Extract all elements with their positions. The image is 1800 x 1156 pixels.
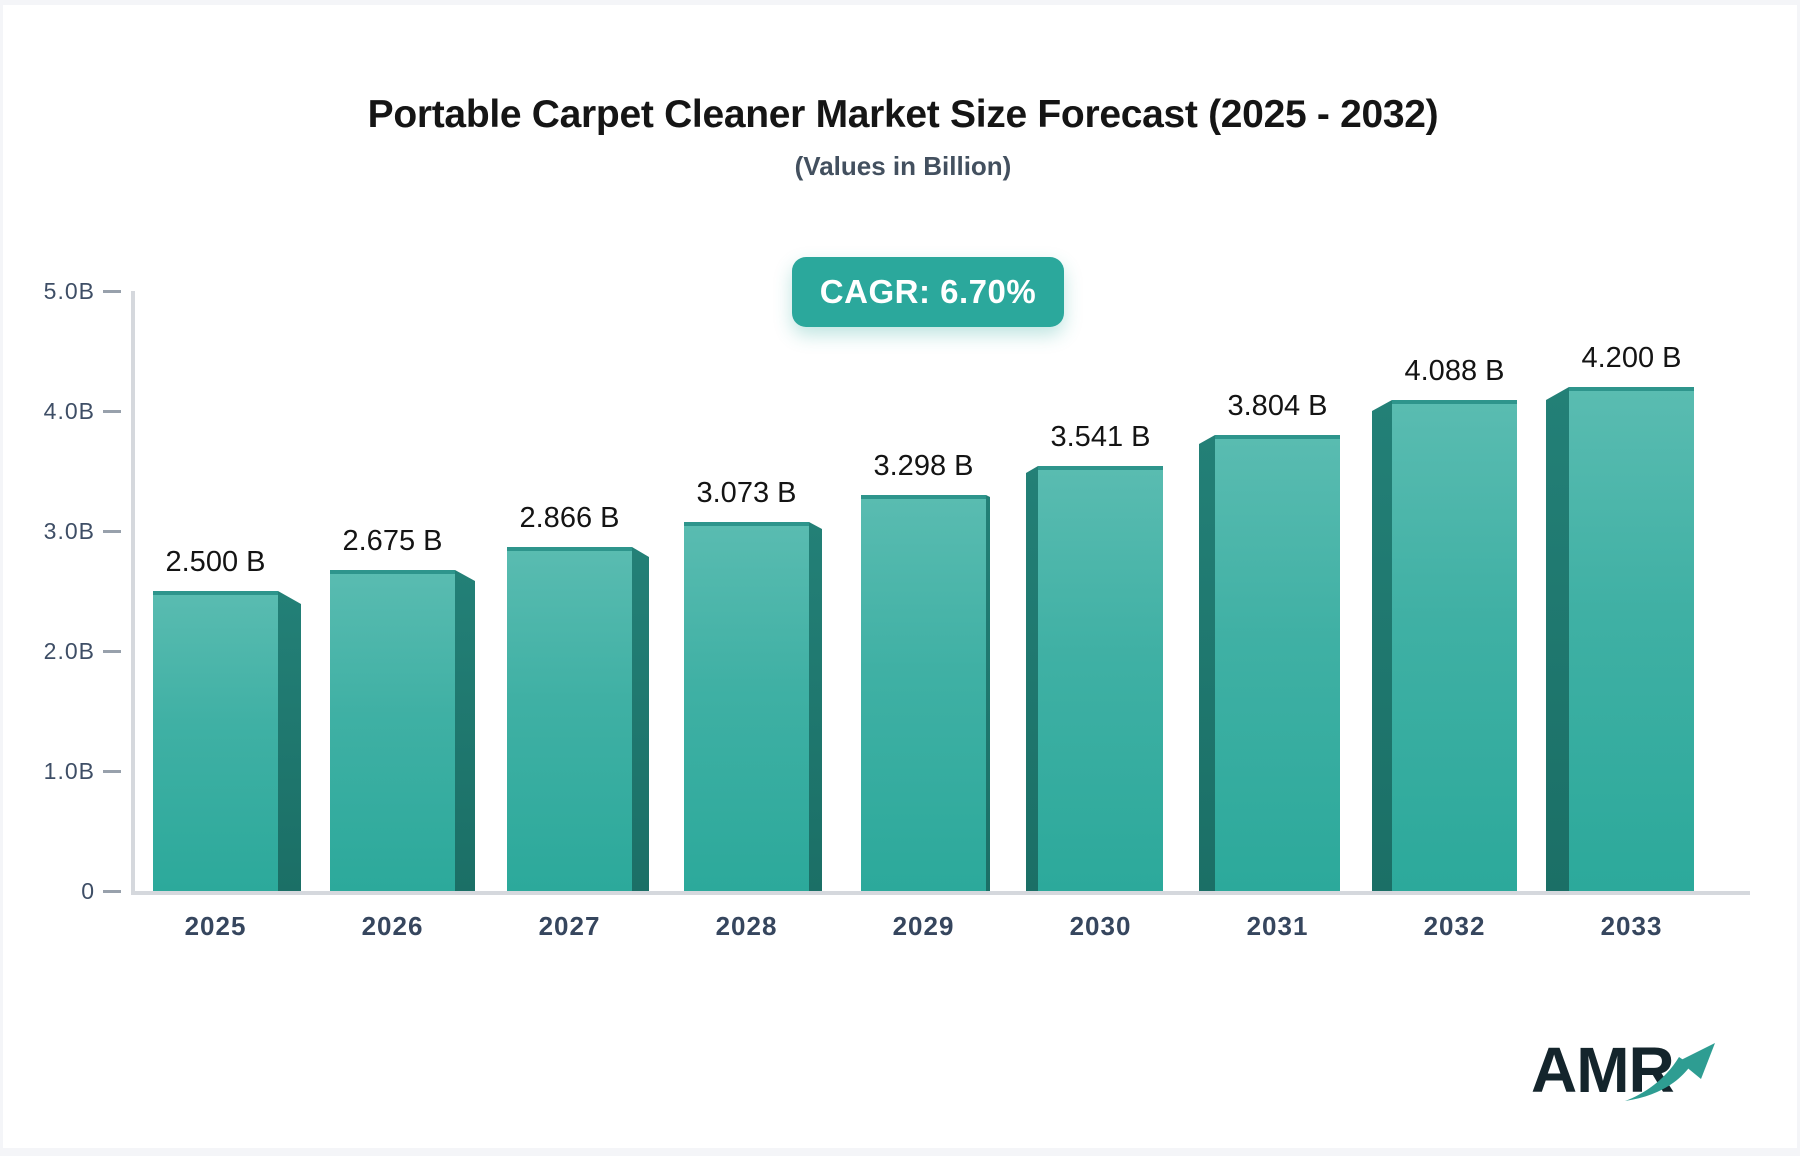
y-tick-mark (103, 530, 121, 533)
bar-2033[interactable] (1569, 387, 1694, 891)
bar-top-face (330, 570, 455, 574)
y-tick-label: 1.0B (43, 758, 95, 784)
amr-logo: AMR (1523, 1031, 1733, 1121)
x-tick-label-2026: 2026 (361, 911, 424, 941)
bar-side-face (1199, 435, 1215, 891)
bar-2030[interactable] (1038, 466, 1163, 891)
bar-top-face (507, 547, 632, 551)
bar-value-label: 2.500 B (165, 546, 266, 578)
x-tick-label-2027: 2027 (538, 911, 601, 941)
y-axis-line (131, 291, 135, 893)
x-tick-label-2029: 2029 (892, 911, 955, 941)
bar-2028[interactable] (684, 522, 809, 891)
x-tick-label-2033: 2033 (1600, 911, 1663, 941)
bar-value-label: 3.298 B (873, 450, 974, 482)
chart-card: Portable Carpet Cleaner Market Size Fore… (3, 5, 1797, 1148)
y-tick-label: 0 (81, 878, 95, 904)
x-tick-label-2028: 2028 (715, 911, 778, 941)
bar-2029[interactable] (861, 495, 986, 891)
bar-value-label: 4.200 B (1581, 342, 1682, 374)
bar-2027[interactable] (507, 547, 632, 891)
bar-top-face (153, 591, 278, 595)
bar-2032[interactable] (1392, 400, 1517, 891)
bar-value-label: 3.541 B (1050, 421, 1151, 453)
y-tick-label: 5.0B (43, 278, 95, 304)
y-tick-mark (103, 890, 121, 893)
cagr-badge: CAGR: 6.70% (792, 257, 1064, 327)
bar-value-label: 4.088 B (1404, 355, 1505, 387)
y-tick-mark (103, 290, 121, 293)
bar-side-face (455, 570, 475, 891)
chart-subtitle: (Values in Billion) (794, 151, 1012, 181)
chart-title: Portable Carpet Cleaner Market Size Fore… (367, 93, 1439, 136)
bar-side-face (986, 495, 990, 891)
bar-side-face (809, 522, 822, 891)
x-tick-label-2031: 2031 (1246, 911, 1309, 941)
bar-value-label: 3.804 B (1227, 390, 1328, 422)
y-tick-label: 2.0B (43, 638, 95, 664)
bar-side-face (278, 591, 301, 891)
y-tick-mark (103, 410, 121, 413)
amr-logo-arrow-icon (1625, 1043, 1715, 1101)
bar-2026[interactable] (330, 570, 455, 891)
bar-side-face (632, 547, 649, 891)
bar-top-face (684, 522, 809, 526)
bar-side-face (1546, 387, 1569, 891)
bar-value-label: 2.675 B (342, 525, 443, 557)
y-tick-mark (103, 770, 121, 773)
bar-side-face (1026, 466, 1038, 891)
x-tick-label-2032: 2032 (1423, 911, 1486, 941)
bar-top-face (1215, 435, 1340, 439)
bar-side-face (1372, 400, 1392, 891)
y-tick-mark (103, 650, 121, 653)
bar-top-face (1392, 400, 1517, 404)
bar-value-label: 2.866 B (519, 502, 620, 534)
bar-2031[interactable] (1215, 435, 1340, 891)
x-tick-label-2030: 2030 (1069, 911, 1132, 941)
bar-top-face (1038, 466, 1163, 470)
y-tick-label: 4.0B (43, 398, 95, 424)
bar-top-face (861, 495, 986, 499)
bar-value-label: 3.073 B (696, 477, 797, 509)
x-axis-line (131, 891, 1750, 895)
y-tick-label: 3.0B (43, 518, 95, 544)
x-tick-label-2025: 2025 (184, 911, 247, 941)
bar-top-face (1569, 387, 1694, 391)
bar-2025[interactable] (153, 591, 278, 891)
